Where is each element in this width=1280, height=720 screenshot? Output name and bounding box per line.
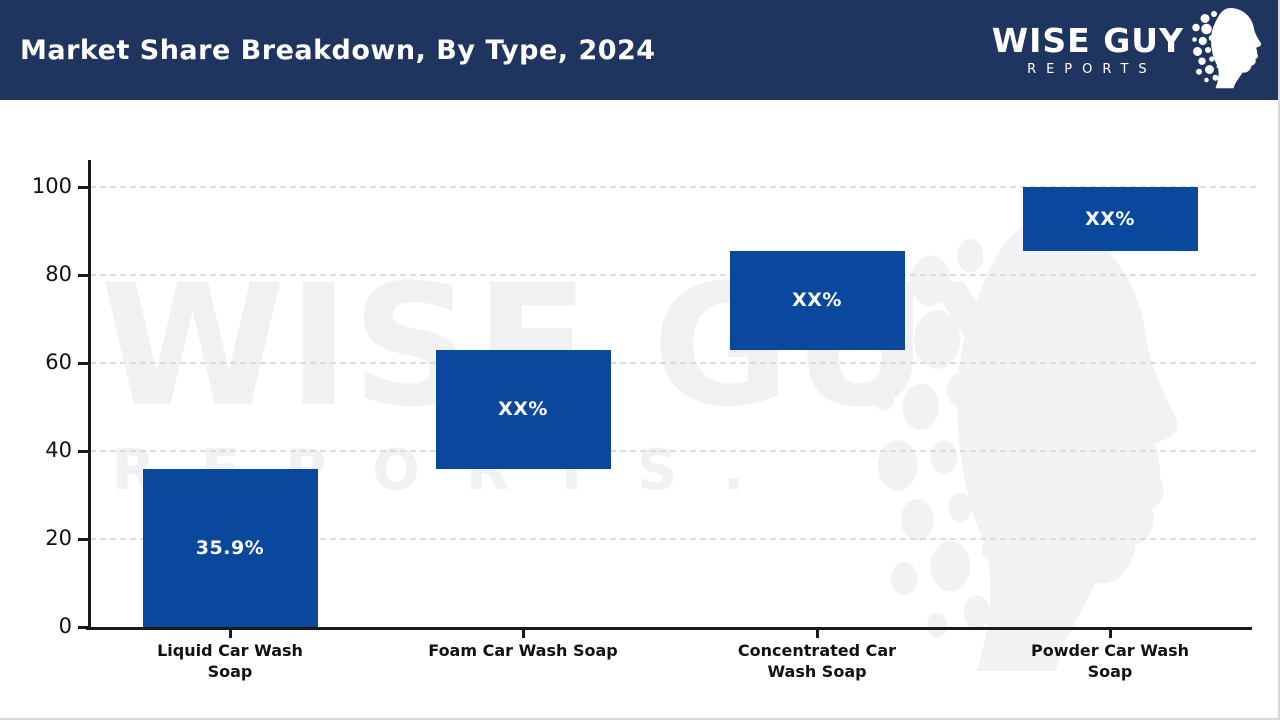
y-tick-label: 60 [45, 350, 72, 374]
logo-head-icon [1192, 8, 1262, 89]
y-tick-label: 80 [45, 262, 72, 286]
bar-value-label: XX% [498, 398, 548, 421]
y-axis-line [88, 160, 91, 630]
y-tick-mark [78, 626, 88, 629]
bar-value-label: 35.9% [195, 537, 265, 559]
wise-guy-reports-logo: WISE GUY REPORTS [992, 8, 1264, 92]
logo-name: WISE GUY [991, 20, 1184, 60]
y-gridline [90, 362, 1256, 364]
y-gridline [90, 186, 1256, 188]
y-tick-mark [78, 186, 88, 189]
y-tick-label: 20 [45, 526, 72, 550]
y-tick-label: 0 [58, 614, 72, 638]
x-category-label: Liquid Car Wash Soap [157, 641, 303, 681]
bar-segment: XX% [729, 250, 905, 350]
y-tick-mark [78, 274, 88, 277]
x-axis-line [86, 627, 1252, 630]
bar-segment: XX% [435, 349, 611, 470]
x-category-label: Foam Car Wash Soap [428, 641, 618, 660]
bar-segment: 35.9% [142, 469, 318, 627]
x-tick-mark [1109, 630, 1112, 638]
bar-value-label: XX% [792, 289, 842, 312]
x-tick-mark [229, 630, 232, 638]
y-gridline [90, 450, 1256, 452]
bar-segment: XX% [1022, 187, 1198, 251]
logo-text: WISE GUY REPORTS [992, 24, 1184, 77]
y-tick-label: 100 [31, 174, 72, 198]
y-tick-mark [78, 362, 88, 365]
x-category-label: Powder Car Wash Soap [1030, 641, 1190, 681]
page-title: Market Share Breakdown, By Type, 2024 [20, 34, 656, 66]
y-gridline [90, 538, 1256, 540]
x-category-label: Concentrated Car Wash Soap [737, 641, 897, 681]
header-bar: Market Share Breakdown, By Type, 2024 WI… [0, 0, 1278, 100]
y-tick-mark [78, 538, 88, 541]
x-tick-mark [816, 630, 819, 638]
logo-tagline: REPORTS [1027, 61, 1157, 77]
x-tick-mark [522, 630, 525, 638]
y-tick-label: 40 [45, 438, 72, 462]
y-gridline [90, 274, 1256, 276]
bar-value-label: XX% [1085, 207, 1135, 230]
y-tick-mark [78, 450, 88, 453]
